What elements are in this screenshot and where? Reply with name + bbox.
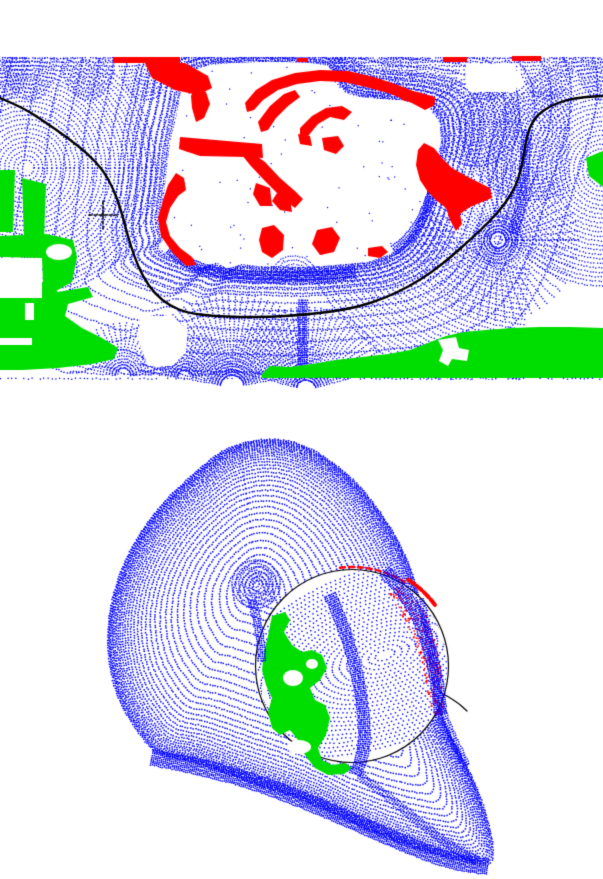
figure-canvas [0,0,603,879]
figure [0,0,603,879]
